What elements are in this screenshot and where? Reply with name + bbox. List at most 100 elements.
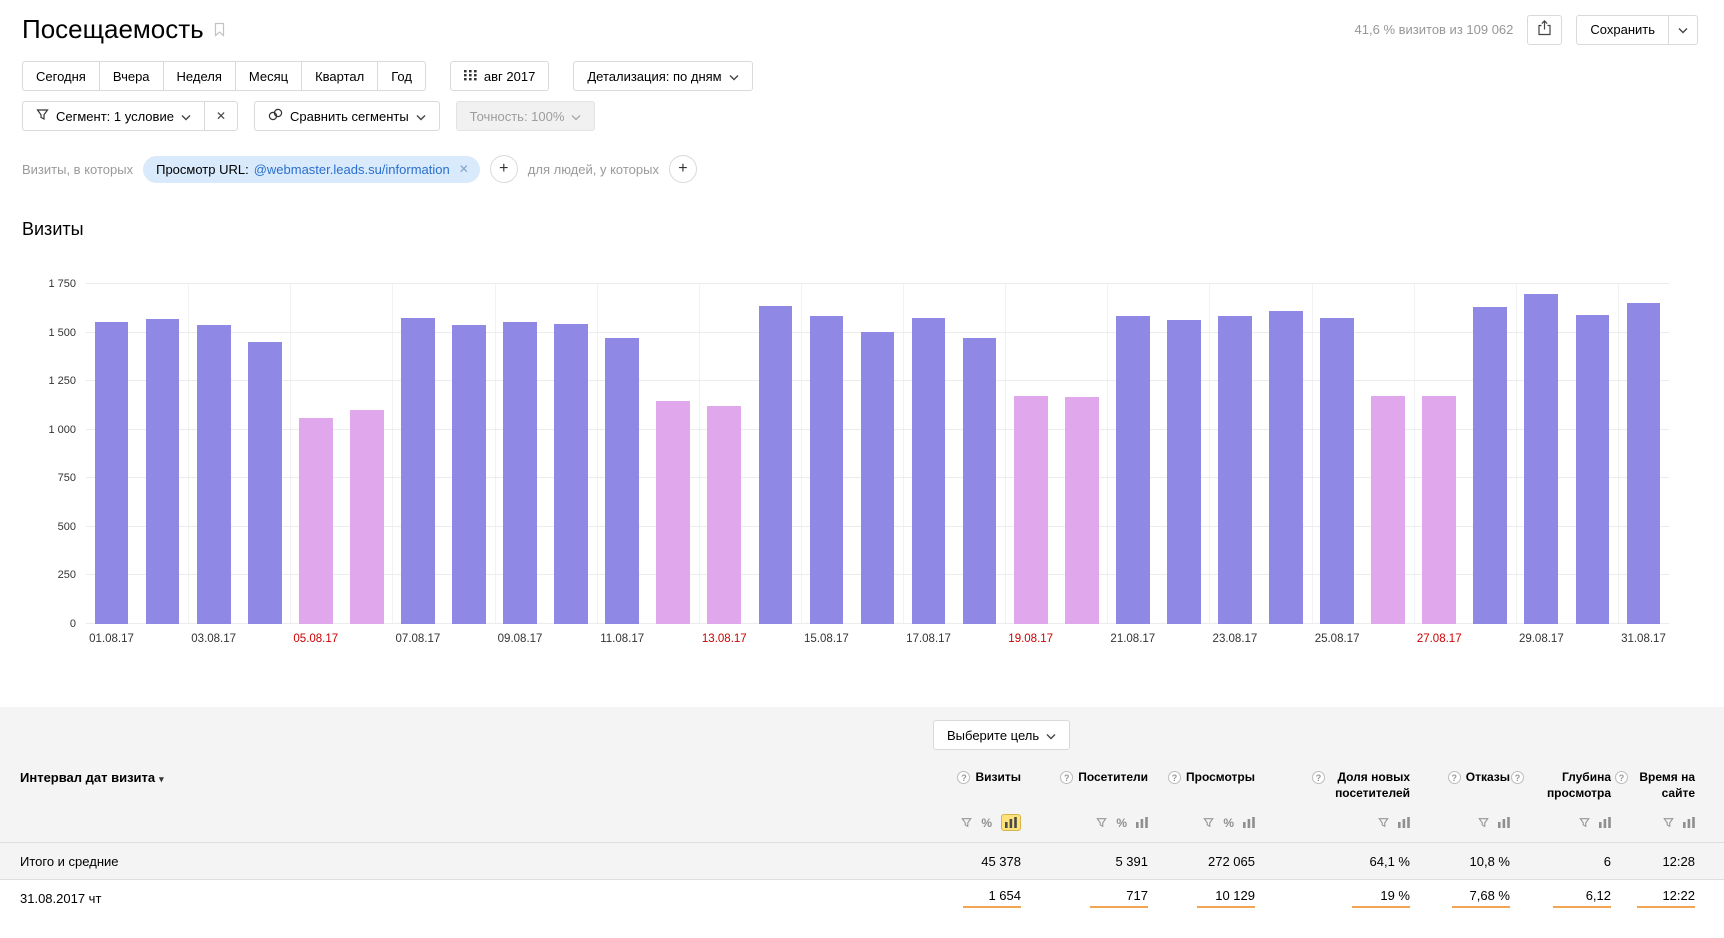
period-button-0[interactable]: Сегодня <box>22 61 100 91</box>
column-header-1[interactable]: ? Посетители <box>1021 770 1148 801</box>
bar-25.08.17[interactable] <box>1320 317 1354 624</box>
bar-slot <box>597 284 648 624</box>
x-axis-label: 31.08.17 <box>1621 633 1666 645</box>
filter-icon[interactable] <box>1579 817 1590 828</box>
column-header-6[interactable]: ? Время на сайте <box>1611 770 1695 801</box>
chart-icon[interactable] <box>1398 817 1410 829</box>
bar-04.08.17[interactable] <box>247 341 282 624</box>
bar-17.08.17[interactable] <box>911 317 946 624</box>
column-header-0[interactable]: ? Визиты <box>933 770 1021 801</box>
column-header-4[interactable]: ? Отказы <box>1410 770 1510 801</box>
bar-slot <box>1414 284 1465 624</box>
help-icon[interactable]: ? <box>1511 771 1524 784</box>
table-body: Итого и средние 45 378 5 391 272 065 64,1 % 1… <box>0 842 1724 916</box>
bar-05.08.17[interactable] <box>298 418 333 624</box>
calendar-button[interactable]: авг 2017 <box>449 61 550 91</box>
help-icon[interactable]: ? <box>1060 771 1074 784</box>
segment-clear-button[interactable]: ✕ <box>203 101 239 131</box>
bar-11.08.17[interactable] <box>605 338 639 624</box>
accuracy-button[interactable]: Точность: 100% <box>455 101 596 131</box>
bar-13.08.17[interactable] <box>707 406 742 624</box>
bar-01.08.17[interactable] <box>94 322 129 624</box>
detalization-button[interactable]: Детализация: по дням <box>573 61 753 91</box>
bar-29.08.17[interactable] <box>1524 293 1559 624</box>
filter-icon[interactable] <box>961 817 973 828</box>
date-interval-header[interactable]: Интервал дат визита ▾ <box>20 770 164 785</box>
help-icon[interactable]: ? <box>1447 771 1461 784</box>
bar-27.08.17[interactable] <box>1422 395 1456 624</box>
bar-21.08.17[interactable] <box>1115 315 1150 624</box>
bar-15.08.17[interactable] <box>809 316 844 624</box>
bar-24.08.17[interactable] <box>1269 311 1303 624</box>
bar-slot <box>546 284 597 624</box>
bar-09.08.17[interactable] <box>503 321 537 624</box>
compare-segments-button[interactable]: Сравнить сегменты <box>254 101 440 131</box>
percent-icon[interactable]: % <box>1223 815 1234 830</box>
help-icon[interactable]: ? <box>1615 771 1628 784</box>
export-button[interactable] <box>1527 14 1563 45</box>
bar-03.08.17[interactable] <box>196 324 231 624</box>
v-gridline <box>1617 284 1619 624</box>
bar-08.08.17[interactable] <box>452 324 486 624</box>
percent-icon[interactable]: % <box>981 815 992 830</box>
column-header-5[interactable]: ? Глубина просмотра <box>1510 770 1611 801</box>
cell-value: 717 <box>1021 888 1148 909</box>
help-icon[interactable]: ? <box>957 771 971 784</box>
bookmark-icon[interactable] <box>214 22 225 42</box>
period-button-1[interactable]: Вчера <box>98 61 164 91</box>
filter-icon[interactable] <box>1663 817 1674 828</box>
chart-icon[interactable] <box>1498 817 1510 829</box>
bar-20.08.17[interactable] <box>1064 396 1099 624</box>
percent-icon[interactable]: % <box>1116 815 1127 830</box>
bar-26.08.17[interactable] <box>1371 395 1405 624</box>
help-icon[interactable]: ? <box>1312 771 1325 784</box>
bar-07.08.17[interactable] <box>401 317 435 624</box>
bar-30.08.17[interactable] <box>1575 315 1610 624</box>
bar-12.08.17[interactable] <box>656 400 691 624</box>
bar-22.08.17[interactable] <box>1167 319 1201 624</box>
help-icon[interactable]: ? <box>1167 771 1181 784</box>
bar-14.08.17[interactable] <box>758 306 793 624</box>
filter-icon[interactable] <box>1378 817 1389 828</box>
url-filter-pill[interactable]: Просмотр URL: @webmaster.leads.su/inform… <box>143 155 480 183</box>
period-button-3[interactable]: Месяц <box>234 61 303 91</box>
save-menu-button[interactable] <box>1668 14 1698 45</box>
gridline <box>86 283 1669 284</box>
column-header-2[interactable]: ? Просмотры <box>1148 770 1255 801</box>
v-gridline <box>494 284 496 624</box>
bar-28.08.17[interactable] <box>1473 307 1508 624</box>
add-people-condition-button[interactable]: + <box>668 155 697 183</box>
x-axis-label: 15.08.17 <box>804 633 849 645</box>
column-label: Просмотры <box>1185 770 1255 784</box>
bar-06.08.17[interactable] <box>350 409 384 624</box>
chart-icon[interactable] <box>1599 817 1611 829</box>
filter-icon[interactable] <box>1478 817 1489 828</box>
add-visit-condition-button[interactable]: + <box>489 155 518 183</box>
bar-19.08.17[interactable] <box>1013 395 1048 624</box>
bar-23.08.17[interactable] <box>1218 315 1252 624</box>
period-button-4[interactable]: Квартал <box>301 61 379 91</box>
period-button-2[interactable]: Неделя <box>162 61 236 91</box>
bar-10.08.17[interactable] <box>554 323 588 624</box>
table-row-totals[interactable]: Итого и средние 45 378 5 391 272 065 64,1 % 1… <box>0 842 1724 880</box>
bar-31.08.17[interactable] <box>1626 302 1661 624</box>
table-row-date[interactable]: 31.08.2017 чт 1 654 717 10 129 19 % 7,68 % 6,1… <box>0 879 1724 916</box>
select-goal-button[interactable]: Выберите цель <box>933 720 1071 750</box>
column-label: Глубина просмотра <box>1546 770 1611 800</box>
bar-02.08.17[interactable] <box>145 318 180 624</box>
chart-icon[interactable] <box>1683 817 1695 829</box>
column-header-3[interactable]: ? Доля новых посетителей <box>1255 770 1410 801</box>
save-button[interactable]: Сохранить <box>1576 14 1669 45</box>
chart-icon[interactable] <box>1001 814 1021 832</box>
period-button-5[interactable]: Год <box>377 61 426 91</box>
chart-icon[interactable] <box>1136 817 1148 829</box>
bar-18.08.17[interactable] <box>962 338 997 624</box>
bar-16.08.17[interactable] <box>860 331 895 624</box>
cell-value: 12:28 <box>1662 853 1695 869</box>
filter-icon[interactable] <box>1203 817 1215 828</box>
filter-icon[interactable] <box>1096 817 1108 828</box>
chart-icon[interactable] <box>1243 817 1255 829</box>
segment-button[interactable]: Сегмент: 1 условие <box>22 101 205 131</box>
pill-close-icon[interactable]: ✕ <box>458 162 469 176</box>
sort-desc-icon: ▾ <box>159 774 164 784</box>
